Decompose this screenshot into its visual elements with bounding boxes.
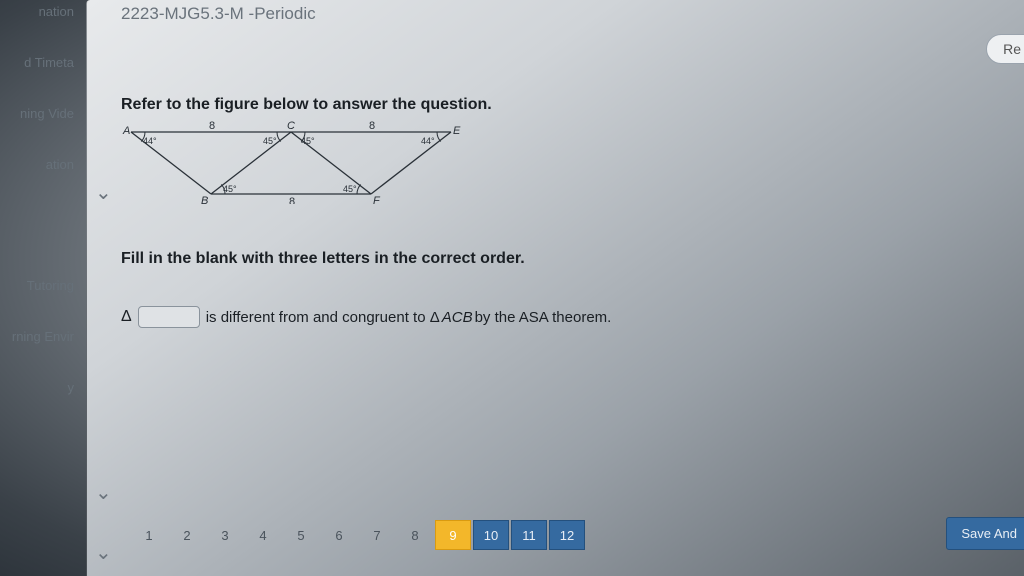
- svg-text:8: 8: [289, 196, 295, 204]
- pager-item-10[interactable]: 10: [473, 520, 509, 550]
- pager-item-5[interactable]: 5: [283, 520, 319, 550]
- svg-text:45°: 45°: [263, 136, 277, 146]
- content-area: 2223-MJG5.3-M -Periodic Re Refer to the …: [86, 0, 1024, 576]
- pager-item-7[interactable]: 7: [359, 520, 395, 550]
- geometry-figure: A C E B F 44° 45° 45° 44° 45° 45° 8 8 8: [121, 118, 463, 204]
- svg-text:C: C: [287, 120, 295, 132]
- pager-item-3[interactable]: 3: [207, 520, 243, 550]
- sidebar-item-y[interactable]: y: [0, 380, 78, 395]
- pager-item-1[interactable]: 1: [131, 520, 167, 550]
- sentence-end: by the ASA theorem.: [475, 309, 612, 326]
- sidebar-item-timeta[interactable]: d Timeta: [0, 55, 78, 70]
- pager-item-9[interactable]: 9: [435, 520, 471, 550]
- svg-text:8: 8: [209, 120, 215, 132]
- svg-text:44°: 44°: [421, 136, 435, 146]
- sidebar-item-nation[interactable]: nation: [0, 4, 78, 19]
- delta-symbol: Δ: [121, 308, 132, 326]
- page-title: 2223-MJG5.3-M -Periodic: [121, 4, 316, 24]
- sidebar-item-ation[interactable]: ation: [0, 157, 78, 172]
- question-prompt-2: Fill in the blank with three letters in …: [121, 250, 525, 268]
- chevron-down-icon[interactable]: ⌄: [95, 180, 112, 205]
- svg-text:F: F: [373, 195, 381, 204]
- svg-text:A: A: [122, 125, 130, 137]
- svg-text:45°: 45°: [343, 184, 357, 194]
- pager-item-4[interactable]: 4: [245, 520, 281, 550]
- svg-text:45°: 45°: [301, 136, 315, 146]
- sidebar-item-tutoring[interactable]: Tutoring: [0, 278, 78, 293]
- pager-item-2[interactable]: 2: [169, 520, 205, 550]
- save-and-button[interactable]: Save And: [946, 517, 1024, 550]
- chevron-down-icon[interactable]: ⌄: [95, 480, 112, 505]
- sidebar-item-vide[interactable]: ning Vide: [0, 106, 78, 121]
- pager-item-11[interactable]: 11: [511, 520, 547, 550]
- svg-text:E: E: [453, 125, 461, 137]
- svg-text:8: 8: [369, 120, 375, 132]
- question-prompt-1: Refer to the figure below to answer the …: [121, 96, 492, 114]
- question-pager: 123456789101112: [131, 520, 585, 550]
- svg-text:45°: 45°: [223, 184, 237, 194]
- triangle-ref: ACB: [442, 309, 473, 326]
- svg-text:44°: 44°: [143, 136, 157, 146]
- sidebar: nation d Timeta ning Vide ation Tutoring…: [0, 0, 78, 576]
- pager-item-12[interactable]: 12: [549, 520, 585, 550]
- re-button[interactable]: Re: [986, 34, 1024, 64]
- pager-item-8[interactable]: 8: [397, 520, 433, 550]
- sidebar-item-envir[interactable]: rning Envir: [0, 329, 78, 344]
- sentence-mid: is different from and congruent to Δ: [206, 309, 440, 326]
- pager-item-6[interactable]: 6: [321, 520, 357, 550]
- chevron-down-icon[interactable]: ⌄: [95, 540, 112, 565]
- answer-blank[interactable]: [138, 306, 200, 328]
- svg-text:B: B: [201, 195, 208, 204]
- fill-in-line: Δ is different from and congruent to Δ A…: [121, 306, 611, 328]
